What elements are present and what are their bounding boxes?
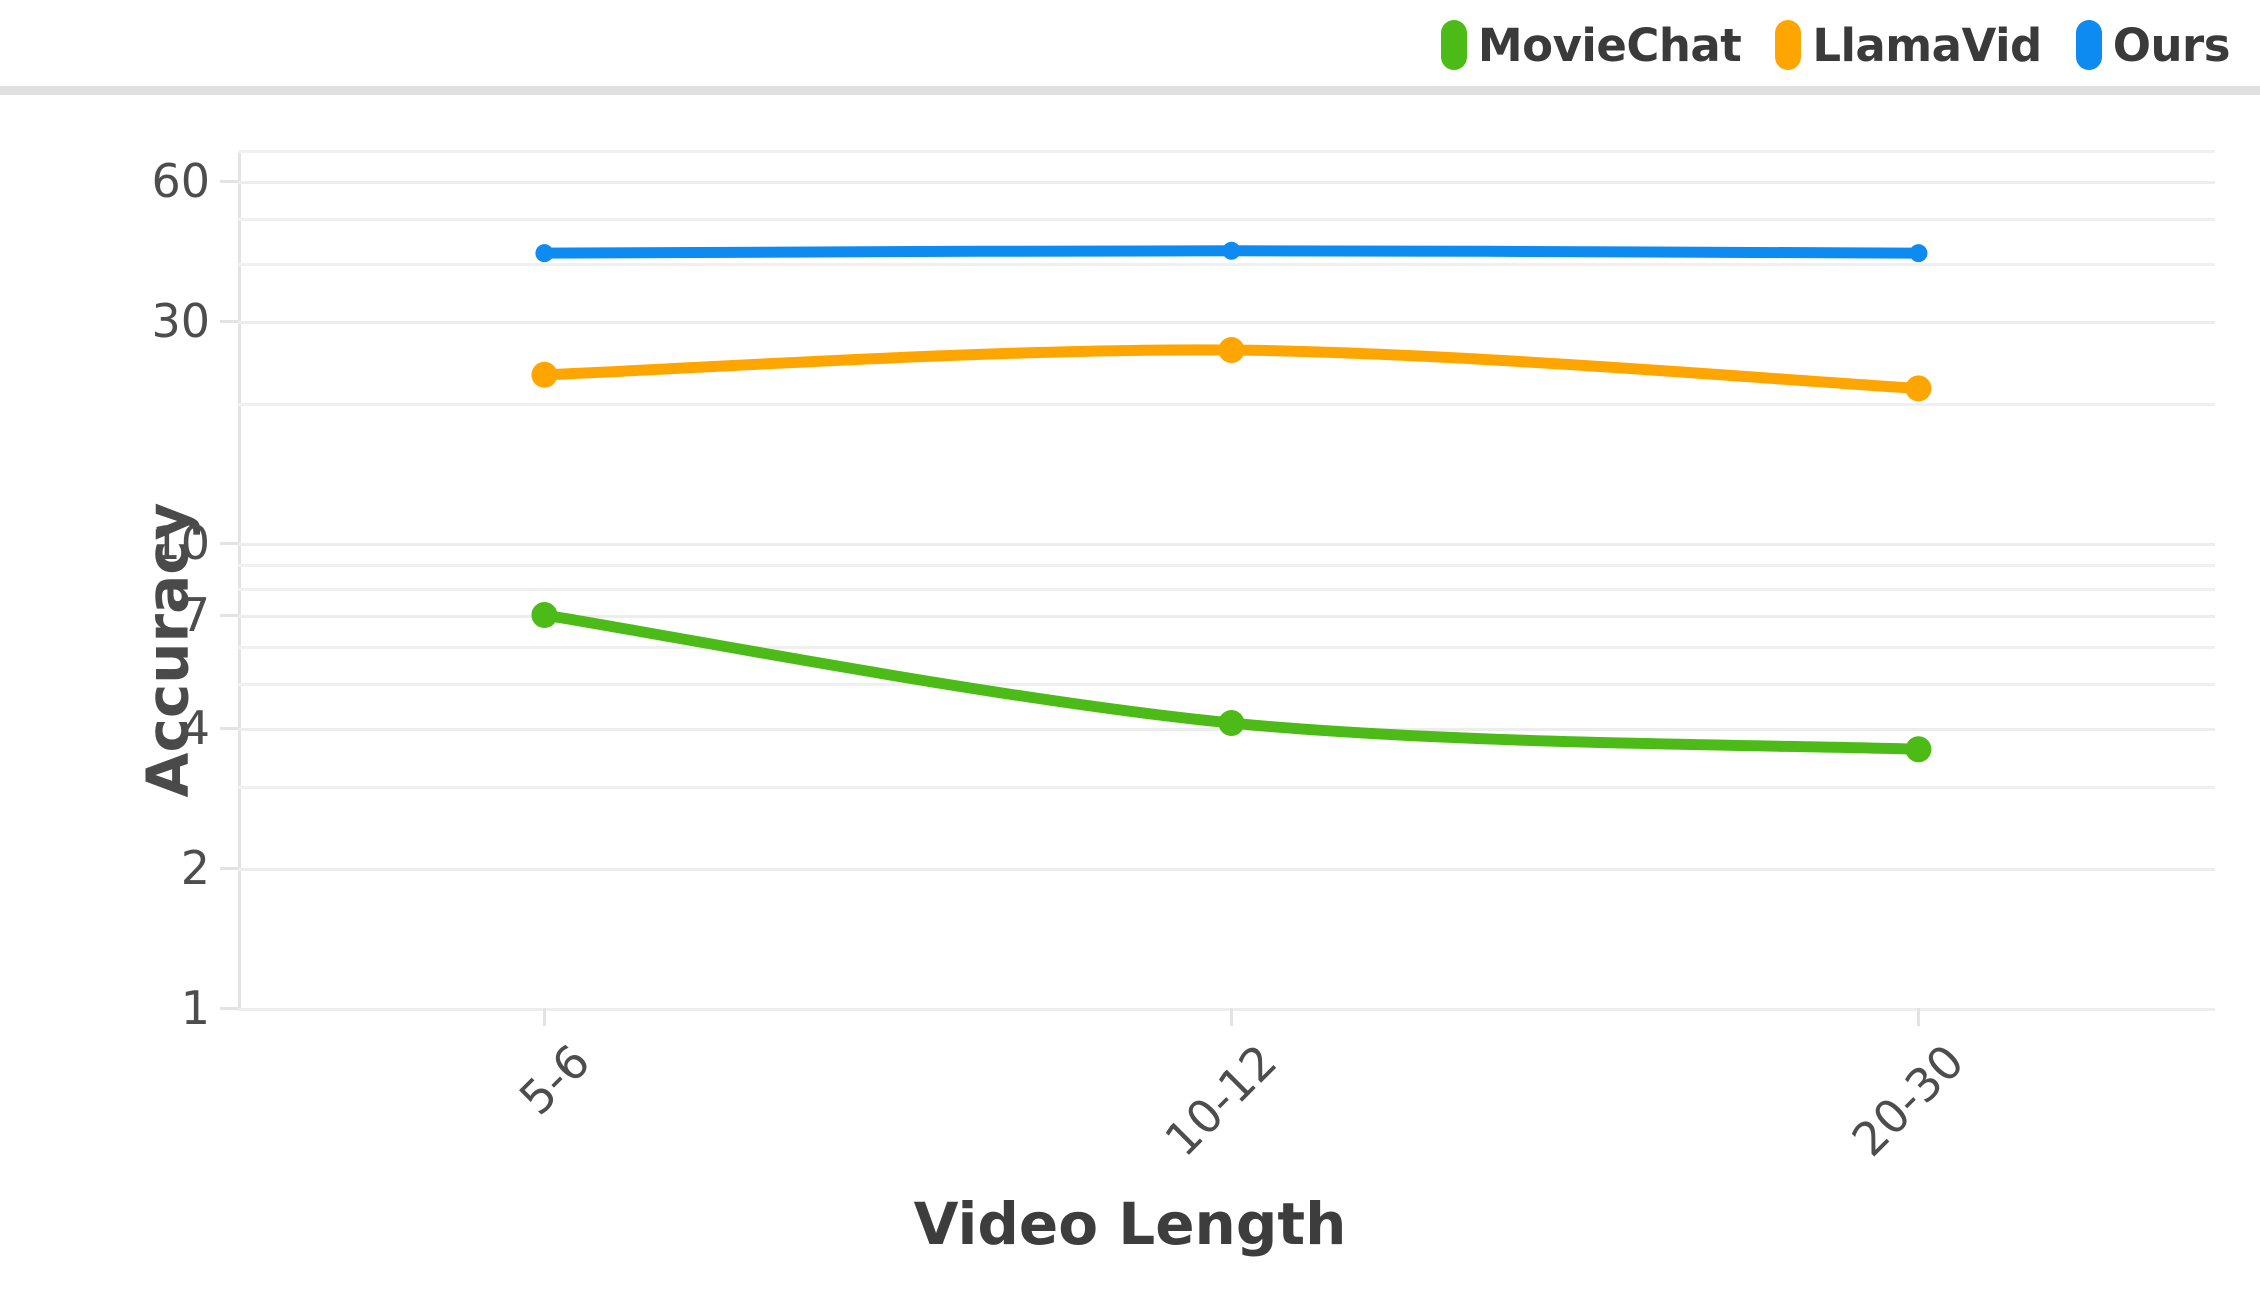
gridline	[238, 217, 2215, 221]
gridline	[238, 263, 2215, 267]
gridline	[238, 150, 2215, 153]
x-tick-mark	[1917, 1008, 1921, 1026]
y-tick-mark	[220, 1007, 238, 1010]
series-llamavid	[531, 337, 1932, 402]
data-point	[531, 361, 558, 388]
gridline	[238, 181, 2215, 185]
x-tick-mark	[1230, 1008, 1234, 1026]
plot-area: 1 2 4 7 10 30 60 5-6 10-12 20-30	[151, 150, 2215, 1167]
gridline	[238, 588, 2215, 592]
gridline	[238, 646, 2215, 650]
legend-label-moviechat: MovieChat	[1477, 18, 1742, 72]
x-tick-mark	[543, 1008, 547, 1026]
legend-item-moviechat[interactable]: MovieChat	[1440, 18, 1742, 72]
series-layer	[531, 241, 1932, 763]
gridline	[238, 786, 2215, 790]
data-point	[1909, 244, 1928, 263]
y-tick-mark	[220, 614, 238, 618]
y-tick-mark	[220, 320, 238, 324]
x-tick-label: 5-6	[509, 1034, 601, 1126]
data-point	[1222, 241, 1241, 260]
data-point	[531, 602, 558, 629]
y-tick-label: 4	[180, 701, 210, 756]
series-ours	[535, 241, 1928, 263]
data-point	[1905, 375, 1932, 402]
x-axis-label: Video Length	[913, 1190, 1347, 1258]
gridline	[238, 321, 2215, 325]
y-tick-label: 1	[180, 981, 210, 1035]
y-tick-mark	[220, 867, 238, 871]
legend-swatch-blue	[2075, 20, 2102, 70]
y-axis-line	[238, 150, 241, 1008]
gridline	[238, 564, 2215, 568]
data-point	[1218, 337, 1245, 364]
legend-item-ours[interactable]: Ours	[2075, 18, 2231, 72]
header-divider	[0, 86, 2260, 95]
y-tick-label: 10	[151, 515, 210, 570]
data-point	[1905, 736, 1932, 763]
y-tick-label: 60	[151, 154, 210, 209]
data-point	[535, 244, 554, 263]
gridline	[238, 403, 2215, 406]
legend-item-llamavid[interactable]: LlamaVid	[1775, 18, 2042, 72]
x-tick-label: 10-12	[1154, 1034, 1288, 1167]
gridline	[238, 682, 2215, 686]
x-tick-label: 20-30	[1841, 1034, 1975, 1167]
y-tick-label: 30	[151, 294, 210, 349]
series-moviechat	[531, 602, 1932, 763]
y-tick-mark	[220, 727, 238, 731]
legend-swatch-orange	[1775, 20, 1802, 70]
y-tick-label: 7	[180, 588, 210, 643]
legend-label-llamavid: LlamaVid	[1812, 18, 2042, 72]
gridline	[238, 868, 2215, 872]
data-point	[1218, 710, 1245, 737]
gridline	[238, 1008, 2215, 1011]
gridline	[238, 542, 2215, 546]
gridline	[238, 615, 2215, 619]
y-tick-label: 2	[180, 841, 210, 896]
y-tick-mark	[220, 180, 238, 184]
y-tick-mark	[220, 541, 238, 545]
chart-legend: MovieChat LlamaVid Ours	[0, 0, 2260, 90]
legend-label-ours: Ours	[2112, 18, 2231, 72]
legend-swatch-green	[1440, 20, 1467, 70]
